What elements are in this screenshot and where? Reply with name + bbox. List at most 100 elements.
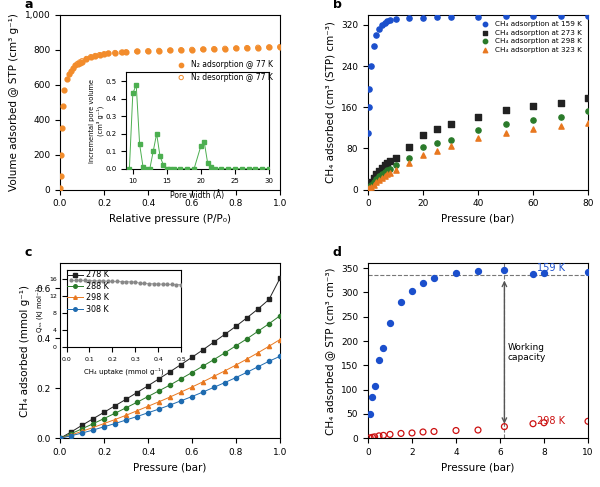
308 K <box>89 427 97 433</box>
298 K <box>178 389 185 395</box>
278 K <box>277 275 284 281</box>
CH₄ adsorption at 298 K <box>391 162 400 169</box>
Point <box>374 356 384 364</box>
N₂ desorption @ 77 K <box>209 45 219 53</box>
N₂ adsorption @ 77 K <box>121 48 131 56</box>
288 K <box>221 350 229 356</box>
278 K <box>122 396 130 402</box>
X-axis label: Pressure (bar): Pressure (bar) <box>442 214 515 224</box>
N₂ desorption @ 77 K <box>154 47 164 55</box>
CH₄ adsorption at 298 K <box>556 113 565 121</box>
CH₄ adsorption at 323 K <box>385 169 395 177</box>
N₂ desorption @ 77 K <box>165 46 175 54</box>
CH₄ adsorption at 298 K <box>528 116 538 124</box>
298 K <box>166 394 173 400</box>
CH₄ adsorption at 159 K <box>404 14 414 22</box>
298 K <box>145 403 152 409</box>
308 K <box>56 435 64 441</box>
N₂ adsorption @ 77 K <box>176 46 186 54</box>
298 K <box>155 399 163 405</box>
Point <box>374 432 384 440</box>
CH₄ adsorption at 273 K <box>366 179 376 187</box>
N₂ adsorption @ 77 K <box>68 64 78 72</box>
CH₄ adsorption at 273 K <box>446 120 455 128</box>
288 K <box>211 356 218 362</box>
X-axis label: Pressure (bar): Pressure (bar) <box>442 463 515 472</box>
N₂ adsorption @ 77 K <box>143 47 153 55</box>
298 K <box>100 421 107 427</box>
298 K <box>221 368 229 374</box>
288 K <box>232 343 239 349</box>
N₂ adsorption @ 77 K <box>275 43 285 51</box>
CH₄ adsorption at 159 K <box>385 17 395 24</box>
288 K <box>155 388 163 393</box>
N₂ desorption @ 77 K <box>242 44 252 52</box>
Text: a: a <box>25 0 34 11</box>
N₂ adsorption @ 77 K <box>56 151 66 159</box>
CH₄ adsorption at 273 K <box>385 157 395 165</box>
N₂ adsorption @ 77 K <box>253 44 263 52</box>
N₂ adsorption @ 77 K <box>264 43 274 51</box>
308 K <box>100 424 107 430</box>
308 K <box>211 384 218 390</box>
308 K <box>265 358 272 364</box>
Legend: 278 K, 288 K, 298 K, 308 K: 278 K, 288 K, 298 K, 308 K <box>64 267 112 317</box>
N₂ adsorption @ 77 K <box>73 60 82 68</box>
CH₄ adsorption at 323 K <box>500 129 510 137</box>
CH₄ adsorption at 298 K <box>473 127 483 134</box>
Line: 278 K: 278 K <box>58 276 282 440</box>
CH₄ adsorption at 323 K <box>364 185 374 193</box>
N₂ adsorption @ 77 K <box>59 102 68 110</box>
Y-axis label: CH₄ adsorbed (mmol g⁻¹): CH₄ adsorbed (mmol g⁻¹) <box>20 285 31 417</box>
298 K <box>277 337 284 342</box>
N₂ desorption @ 77 K <box>132 47 142 55</box>
Point <box>407 287 417 295</box>
CH₄ adsorption at 298 K <box>374 172 384 180</box>
Point <box>528 420 538 428</box>
288 K <box>178 376 185 382</box>
298 K <box>232 362 239 368</box>
288 K <box>188 370 196 375</box>
CH₄ adsorption at 298 K <box>382 166 392 174</box>
N₂ desorption @ 77 K <box>198 45 208 53</box>
N₂ desorption @ 77 K <box>82 55 91 63</box>
N₂ adsorption @ 77 K <box>220 45 230 53</box>
298 K <box>211 374 218 379</box>
278 K <box>211 339 218 345</box>
CH₄ adsorption at 298 K <box>371 175 381 183</box>
CH₄ adsorption at 273 K <box>500 106 510 114</box>
Text: d: d <box>333 246 341 259</box>
N₂ adsorption @ 77 K <box>66 67 76 75</box>
Point <box>539 419 549 427</box>
CH₄ adsorption at 273 K <box>365 182 374 189</box>
N₂ adsorption @ 77 K <box>132 47 142 55</box>
288 K <box>100 415 107 421</box>
CH₄ adsorption at 298 K <box>364 184 374 192</box>
CH₄ adsorption at 159 K <box>364 103 374 111</box>
CH₄ adsorption at 323 K <box>391 166 400 174</box>
CH₄ adsorption at 159 K <box>377 21 386 29</box>
N₂ adsorption @ 77 K <box>64 70 74 78</box>
CH₄ adsorption at 159 K <box>556 12 565 19</box>
Point <box>528 270 538 278</box>
CH₄ adsorption at 159 K <box>528 12 538 20</box>
288 K <box>133 399 140 405</box>
CH₄ adsorption at 323 K <box>382 170 392 178</box>
Y-axis label: Volume adsorbed @ STP (cm³ g⁻¹): Volume adsorbed @ STP (cm³ g⁻¹) <box>9 13 19 191</box>
308 K <box>79 430 86 436</box>
298 K <box>56 435 64 441</box>
Point <box>583 268 593 276</box>
278 K <box>178 361 185 367</box>
308 K <box>277 354 284 359</box>
CH₄ adsorption at 298 K <box>377 170 386 178</box>
Point <box>429 274 439 281</box>
CH₄ adsorption at 323 K <box>365 184 374 192</box>
N₂ desorption @ 77 K <box>110 49 120 56</box>
CH₄ adsorption at 273 K <box>377 164 386 172</box>
Point <box>451 427 461 434</box>
278 K <box>56 435 64 441</box>
N₂ desorption @ 77 K <box>104 50 113 57</box>
308 K <box>188 393 196 399</box>
Point <box>418 428 428 436</box>
Text: 159 K: 159 K <box>538 263 565 273</box>
